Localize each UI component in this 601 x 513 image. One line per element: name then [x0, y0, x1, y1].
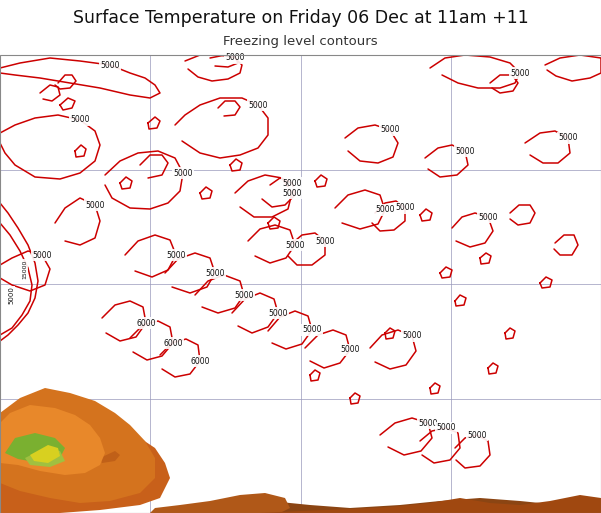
- Text: 5000: 5000: [166, 250, 186, 260]
- Text: 5000: 5000: [282, 179, 302, 187]
- Text: 5000: 5000: [375, 206, 395, 214]
- Text: 5000: 5000: [268, 308, 288, 318]
- Text: 5000: 5000: [85, 201, 105, 209]
- Text: 5000: 5000: [173, 168, 193, 177]
- Text: 5000: 5000: [234, 290, 254, 300]
- Text: 5000: 5000: [285, 241, 305, 249]
- Polygon shape: [5, 433, 65, 463]
- Text: 6000: 6000: [163, 339, 183, 347]
- Text: 5000: 5000: [100, 61, 120, 69]
- Text: 5000: 5000: [340, 345, 360, 354]
- Text: 5000: 5000: [418, 419, 438, 427]
- Polygon shape: [0, 398, 170, 513]
- Polygon shape: [30, 445, 60, 463]
- Text: 5000: 5000: [402, 331, 422, 341]
- Text: Surface Temperature on Friday 06 Dec at 11am +11: Surface Temperature on Friday 06 Dec at …: [73, 9, 528, 27]
- Text: 5000: 5000: [32, 250, 52, 260]
- Text: 5000: 5000: [455, 147, 475, 155]
- Polygon shape: [0, 405, 105, 475]
- Text: 15000: 15000: [22, 260, 27, 279]
- Text: Freezing level contours: Freezing level contours: [223, 35, 378, 48]
- Text: 5000: 5000: [380, 126, 400, 134]
- Text: 6000: 6000: [136, 319, 156, 327]
- Text: 6000: 6000: [191, 357, 210, 365]
- Text: 5000: 5000: [436, 424, 456, 432]
- Text: 5000: 5000: [70, 115, 90, 125]
- Text: 5000: 5000: [8, 286, 14, 304]
- Text: 5000: 5000: [558, 133, 578, 143]
- Text: 5000: 5000: [467, 430, 487, 440]
- Text: 5000: 5000: [225, 53, 245, 63]
- Polygon shape: [150, 493, 290, 513]
- Text: 5000: 5000: [478, 212, 498, 222]
- Polygon shape: [250, 495, 601, 513]
- Text: 5000: 5000: [248, 101, 268, 109]
- Polygon shape: [0, 388, 155, 503]
- Text: 5000: 5000: [282, 188, 302, 198]
- Text: 5000: 5000: [206, 268, 225, 278]
- Polygon shape: [0, 498, 601, 513]
- Polygon shape: [100, 451, 120, 463]
- Polygon shape: [25, 448, 65, 467]
- Text: 5000: 5000: [510, 69, 529, 77]
- Text: 5000: 5000: [316, 236, 335, 246]
- Text: 5000: 5000: [302, 326, 322, 334]
- Text: 5000: 5000: [395, 204, 415, 212]
